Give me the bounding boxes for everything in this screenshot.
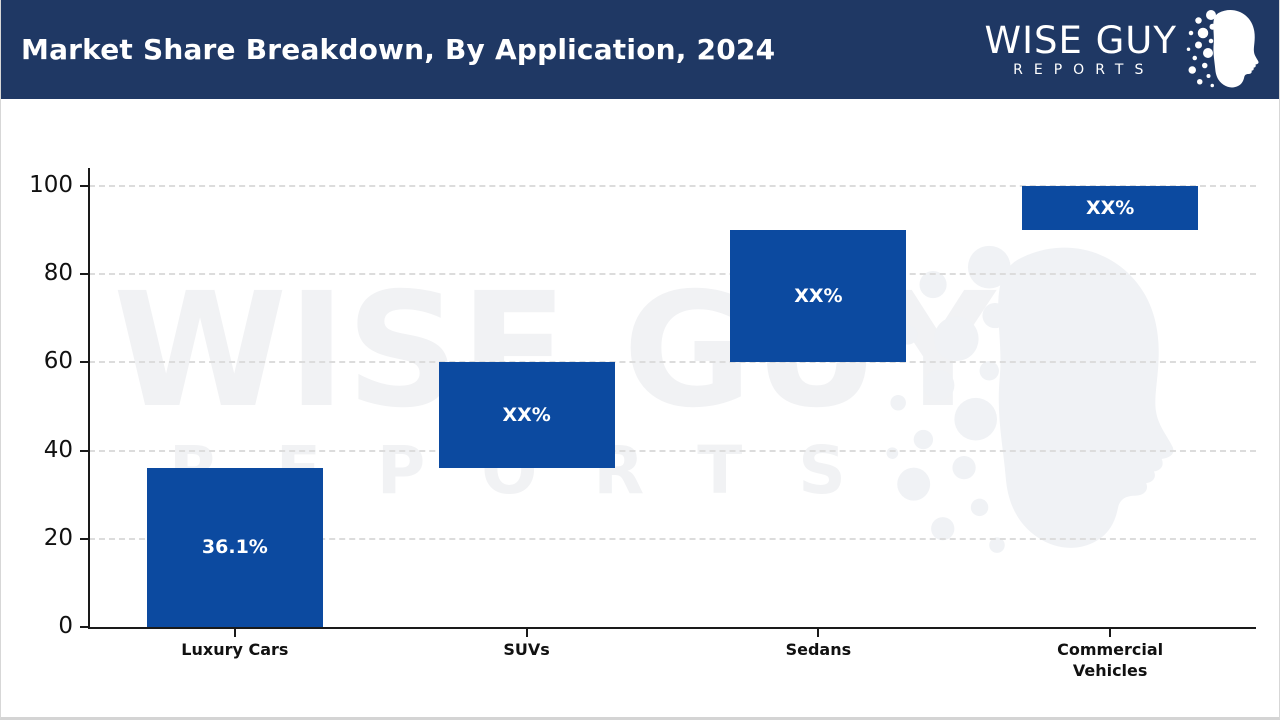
bar-value-label: 36.1%: [201, 536, 268, 559]
y-axis-line: [88, 168, 90, 629]
y-gridline: [89, 361, 1256, 364]
header-bar: Market Share Breakdown, By Application, …: [1, 0, 1279, 99]
x-axis-line: [88, 627, 1256, 629]
x-category-label: Luxury Cars: [181, 640, 289, 659]
x-axis-tick-mark: [817, 629, 820, 637]
y-axis-tick-label: 80: [43, 260, 73, 287]
y-gridline: [89, 185, 1256, 187]
y-axis-tick-mark: [80, 185, 88, 187]
x-axis-tick-mark: [1109, 629, 1112, 637]
x-category-label: Commercial Vehicles: [1057, 640, 1164, 680]
logo-subtitle: REPORTS: [1013, 62, 1155, 78]
x-category-label: SUVs: [503, 640, 550, 659]
logo-head-icon: [1179, 3, 1263, 97]
y-axis-tick-label: 60: [43, 348, 73, 375]
wise-guy-reports-logo: WISE GUY REPORTS: [985, 3, 1263, 97]
bar-segment: XX%: [438, 361, 615, 468]
y-axis-tick-label: 0: [58, 613, 73, 639]
y-axis-tick-mark: [80, 449, 88, 452]
x-axis-tick-mark: [233, 629, 236, 637]
bar-value-label: XX%: [1085, 197, 1135, 220]
y-axis-tick-mark: [80, 273, 88, 276]
y-gridline: [89, 449, 1256, 452]
y-axis-tick-mark: [80, 537, 88, 540]
y-axis-tick-mark: [80, 361, 88, 364]
y-axis-tick-label: 100: [29, 172, 73, 198]
y-gridline: [89, 273, 1256, 276]
x-axis-tick-mark: [525, 629, 528, 637]
page-title: Market Share Breakdown, By Application, …: [21, 33, 776, 66]
bar-segment: 36.1%: [146, 467, 323, 627]
bar-value-label: XX%: [502, 403, 551, 426]
y-axis-tick-label: 20: [43, 524, 73, 551]
bar-segment: XX%: [730, 230, 907, 362]
y-axis-tick-label: 40: [43, 436, 73, 463]
logo-wordmark: WISE GUY: [984, 19, 1177, 62]
watermark-head-icon: [873, 220, 1183, 574]
bar-segment: XX%: [1022, 186, 1199, 231]
y-gridline: [89, 537, 1256, 540]
logo-text: WISE GUY REPORTS: [985, 22, 1177, 77]
y-axis-tick-mark: [80, 626, 88, 628]
bar-value-label: XX%: [794, 285, 843, 308]
x-category-label: Sedans: [785, 640, 852, 659]
